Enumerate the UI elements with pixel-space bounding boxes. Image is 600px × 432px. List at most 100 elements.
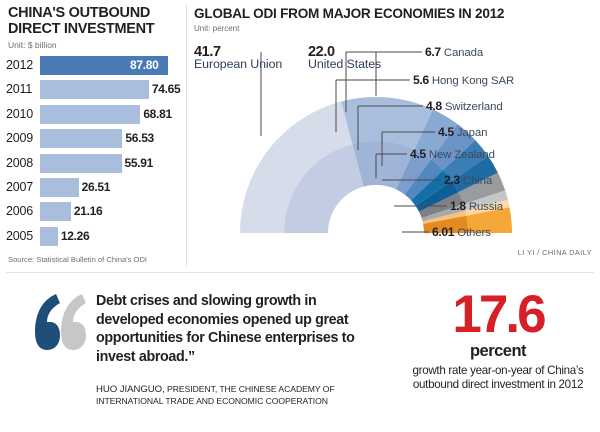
- bar-track: [40, 104, 180, 124]
- bar-fill: [40, 129, 123, 149]
- callout-value: 6.7: [425, 45, 441, 59]
- callout-value: 4.5: [438, 125, 454, 139]
- stat-number: 17.6: [452, 285, 546, 344]
- donut-slice-inner-switzerland: [411, 170, 452, 206]
- donut-callout-switzerland: 4.8 Switzerland: [426, 100, 503, 114]
- callout-name: New Zealand: [425, 149, 495, 161]
- bar-row: 2011 74.65: [0, 79, 186, 103]
- bar-year-label: 2009: [6, 131, 34, 146]
- bar-fill: [40, 153, 122, 173]
- callout-value: 41.7: [194, 44, 221, 60]
- bar-year-label: 2011: [6, 82, 33, 97]
- bar-track: [40, 56, 180, 75]
- callout-name: Canada: [440, 47, 484, 59]
- donut-slices: [240, 96, 512, 233]
- donut-slice-inner-canada: [396, 149, 432, 195]
- donut-slice-outer-others: [466, 207, 512, 233]
- donut-slice-inner-others: [423, 215, 468, 233]
- donut-callout-canada: 6.7 Canada: [425, 46, 483, 60]
- bar-chart-rows: 2012 87.80 2011 74.65 2010 68.81 2009 56.53 2008…: [0, 55, 186, 250]
- donut-slice-inner-european-union: [284, 144, 364, 233]
- callout-name: Japan: [453, 127, 488, 139]
- quote-role: PRESIDENT, THE CHINESE ACADEMY OF INTERN…: [96, 384, 335, 406]
- bar-row: 2012 87.80: [0, 55, 186, 79]
- callout-name: China: [459, 175, 493, 187]
- bar-row: 2005 12.26: [0, 226, 186, 250]
- bar-fill: [40, 177, 79, 197]
- bar-year-label: 2008: [6, 155, 34, 170]
- bar-fill: [40, 202, 71, 222]
- bar-row: 2007 26.51: [0, 177, 186, 201]
- stat-unit-word: percent: [469, 342, 527, 360]
- bar-track: [40, 202, 180, 222]
- half-donut-svg: [240, 51, 512, 233]
- stat-description: growth rate year-on-year of China’s outb…: [412, 364, 584, 391]
- donut-callout-china: 2.3 China: [444, 174, 492, 188]
- bar-row: 2008 55.91: [0, 153, 186, 177]
- donut-chart-unit-label: Unit: percent: [194, 24, 240, 33]
- bar-row: 2010 68.81: [0, 104, 186, 128]
- quote-attribution: HUO JIANGUO, PRESIDENT, THE CHINESE ACAD…: [96, 384, 392, 407]
- donut-callout-new-zealand: 4.5 New Zealand: [410, 148, 495, 162]
- bar-row: 2009 56.53: [0, 128, 186, 152]
- bar-value-label: 68.81: [143, 106, 172, 121]
- donut-chart-panel: GLOBAL ODI FROM MAJOR ECONOMIES IN 2012 …: [186, 0, 600, 272]
- donut-slice-outer-united-states: [341, 96, 433, 150]
- donut-slice-inner-china: [421, 204, 466, 222]
- callout-value: 22.0: [308, 44, 335, 60]
- callout-value: 4.8: [426, 99, 442, 113]
- callout-value: 5.6: [413, 73, 429, 87]
- leader-lines: [260, 51, 447, 233]
- callout-value: 2.3: [444, 173, 460, 187]
- donut-slice-inner-russia: [422, 210, 467, 224]
- callout-name: Hong Kong SAR: [428, 75, 515, 87]
- bar-year-label: 2006: [6, 204, 34, 219]
- bar-track: [40, 226, 180, 246]
- quote-text: Debt crises and slowing growth in develo…: [96, 293, 355, 365]
- donut-callout-others: 6.01 Others: [432, 226, 491, 240]
- bar-track: [40, 153, 180, 173]
- donut-callout-japan: 4.5 Japan: [438, 126, 487, 140]
- bar-year-label: 2005: [6, 228, 34, 243]
- bar-year-label: 2012: [6, 58, 34, 72]
- bar-fill: [40, 56, 168, 75]
- donut-slice-inner-new-zealand: [419, 192, 464, 218]
- bar-track: [40, 177, 180, 197]
- donut-callout-european-union: 41.7 European Union: [194, 44, 283, 71]
- donut-slice-inner-japan: [415, 180, 459, 212]
- bar-track: [40, 129, 180, 149]
- callout-name: Russia: [465, 201, 504, 213]
- callout-value: 1.8: [450, 199, 466, 213]
- donut-slice-outer-new-zealand: [458, 172, 506, 205]
- bar-value-label: 87.80: [130, 58, 159, 72]
- stat-block: 17.6 percent growth rate year-on-year of…: [396, 276, 600, 432]
- quote-block: Debt crises and slowing growth in develo…: [0, 276, 396, 432]
- bar-value-label: 55.91: [124, 155, 154, 170]
- donut-chart-title: GLOBAL ODI FROM MAJOR ECONOMIES IN 2012: [194, 6, 505, 21]
- donut-slice-outer-japan: [451, 156, 498, 193]
- donut-slice-outer-china: [463, 190, 508, 211]
- donut-slice-outer-switzerland: [443, 140, 489, 181]
- chart-credit: LI YI / CHINA DAILY: [517, 248, 592, 257]
- callout-name: Switzerland: [441, 101, 503, 113]
- donut-slice-outer-hong-kong-sar: [431, 124, 476, 171]
- panel-horizontal-divider: [6, 272, 594, 273]
- bar-year-label: 2010: [6, 106, 34, 121]
- bar-year-label: 2007: [6, 179, 34, 194]
- donut-slice-outer-canada: [414, 109, 458, 160]
- callout-value: 4.5: [410, 147, 426, 161]
- donut-slice-outer-russia: [465, 199, 510, 216]
- callout-name: European Union: [194, 56, 283, 71]
- donut-slice-inner-united-states: [352, 141, 415, 190]
- callout-value: 6.01: [432, 225, 455, 239]
- bar-value-label: 26.51: [81, 179, 111, 194]
- bar-value-label: 12.26: [60, 228, 90, 243]
- donut-slice-outer-european-union: [240, 101, 353, 233]
- bar-fill: [40, 80, 149, 100]
- donut-callout-united-states: 22.0 United States: [308, 44, 381, 70]
- quote-author: HUO JIANGUO,: [96, 384, 165, 395]
- bar-chart-unit-label: Unit: $ billion: [8, 40, 57, 50]
- bar-chart-panel: CHINA'S OUTBOUND DIRECT INVESTMENT Unit:…: [0, 0, 186, 272]
- bar-track: [40, 80, 180, 100]
